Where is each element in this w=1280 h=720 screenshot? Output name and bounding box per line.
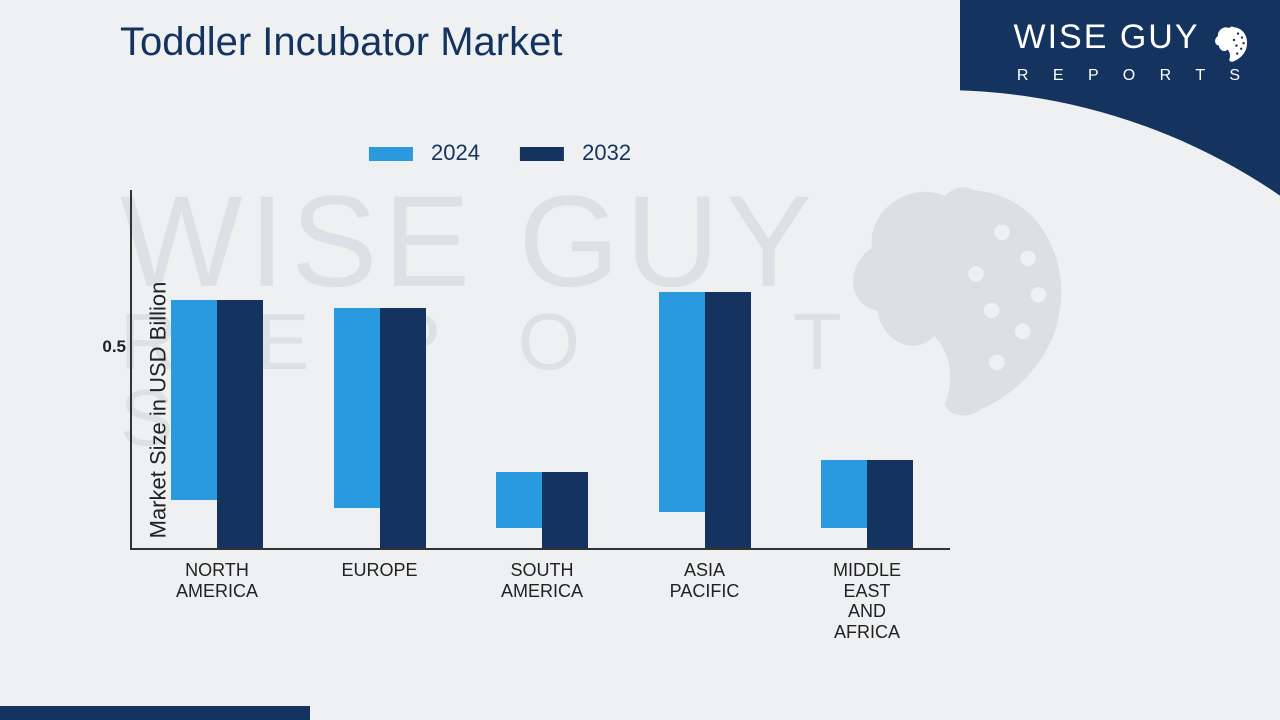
bar-2032	[380, 308, 426, 548]
bar-2024	[334, 308, 380, 508]
brand-band	[960, 0, 1280, 720]
bar-group	[487, 472, 597, 548]
chart-legend: 2024 2032	[369, 140, 631, 166]
chart-title: Toddler Incubator Market	[120, 20, 562, 65]
brand-line2: R E P O R T S	[1014, 68, 1250, 84]
brain-icon	[1210, 24, 1250, 64]
x-axis-label: EUROPE	[310, 560, 450, 581]
bar-group	[162, 300, 272, 548]
x-axis-label: SOUTHAMERICA	[472, 560, 612, 601]
bar-group	[650, 292, 760, 548]
legend-swatch-2024	[369, 147, 413, 161]
legend-label-2032: 2032	[582, 140, 631, 165]
x-axis-label: ASIAPACIFIC	[635, 560, 775, 601]
legend-item-2032: 2032	[520, 140, 631, 166]
plot-region: 0.5 NORTHAMERICAEUROPESOUTHAMERICAASIAPA…	[130, 190, 950, 550]
brand-logo: WISE GUY R E P O R T S	[1014, 20, 1250, 84]
page-root: WISE GUY R E P O R T S Toddler Incubator…	[0, 0, 1280, 720]
bar-2032	[867, 460, 913, 548]
chart-area: Market Size in USD Billion 2024 2032 0.5…	[40, 130, 960, 690]
bottom-accent-strip	[0, 706, 310, 720]
x-axis-label: NORTHAMERICA	[147, 560, 287, 601]
legend-swatch-2032	[520, 147, 564, 161]
bar-2024	[659, 292, 705, 512]
y-tick-label: 0.5	[102, 337, 126, 357]
bar-group	[812, 460, 922, 548]
brand-line1: WISE GUY	[1014, 20, 1200, 54]
bar-2024	[496, 472, 542, 528]
x-axis-label: MIDDLEEASTANDAFRICA	[797, 560, 937, 643]
bar-group	[325, 308, 435, 548]
bar-2024	[171, 300, 217, 500]
bar-2032	[542, 472, 588, 548]
legend-label-2024: 2024	[431, 140, 480, 165]
bar-2024	[821, 460, 867, 528]
legend-item-2024: 2024	[369, 140, 480, 166]
bar-2032	[217, 300, 263, 548]
bar-2032	[705, 292, 751, 548]
